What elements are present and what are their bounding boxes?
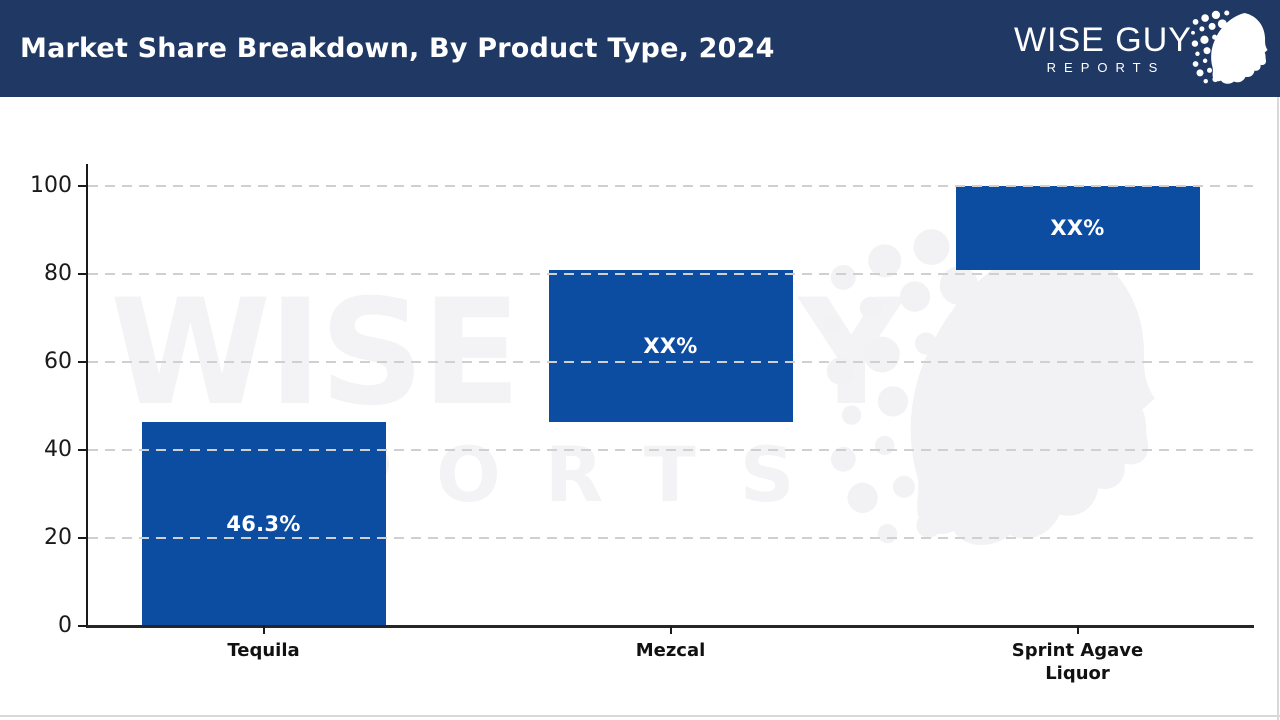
- logo-reports-label: REPORTS: [1046, 60, 1166, 75]
- page-title: Market Share Breakdown, By Product Type,…: [20, 33, 775, 64]
- gridline-40: [88, 449, 1253, 451]
- x-axis-category-label: Mezcal: [635, 640, 706, 661]
- y-tick-80: [78, 273, 87, 275]
- y-tick-100: [78, 185, 87, 187]
- gridline-80: [88, 273, 1253, 275]
- gridline-20: [88, 537, 1253, 539]
- x-tick-2: [669, 626, 672, 634]
- plot-area: 46.3% XX% XX% 0 20 40 60 80 100 Tequila Mezcal Spri…: [0, 97, 1280, 720]
- y-axis-tick-label-60: 60: [44, 349, 72, 374]
- y-axis-tick-label-80: 80: [44, 261, 72, 286]
- logo-text: WISE GUY REPORTS: [1014, 23, 1192, 75]
- y-tick-60: [78, 361, 87, 363]
- gridline-60: [88, 361, 1253, 363]
- bar-sprint-agave-liquor[interactable]: XX%: [955, 186, 1200, 270]
- bar-tequila[interactable]: 46.3%: [141, 422, 386, 626]
- y-tick-0: [78, 625, 87, 627]
- y-axis-tick-label-20: 20: [44, 525, 72, 550]
- y-axis-tick-label-0: 0: [58, 613, 72, 638]
- gridline-100: [88, 185, 1253, 187]
- y-axis-line: [86, 164, 88, 626]
- y-axis-tick-label-40: 40: [44, 437, 72, 462]
- wise-guy-reports-logo: WISE GUY REPORTS: [1014, 4, 1272, 94]
- x-tick-1: [262, 626, 265, 634]
- x-tick-3: [1076, 626, 1079, 634]
- bar-mezcal[interactable]: XX%: [548, 269, 793, 423]
- y-tick-20: [78, 537, 87, 539]
- bar-value-label: 46.3%: [226, 512, 301, 537]
- x-axis-category-label: Tequila: [227, 640, 300, 661]
- bar-value-label: XX%: [643, 333, 698, 358]
- logo-dotted-head-icon: [1186, 9, 1272, 89]
- y-axis-tick-label-100: 100: [30, 173, 72, 198]
- y-tick-40: [78, 449, 87, 451]
- logo-wiseguy-label: WISE GUY: [1013, 21, 1192, 59]
- frame-bottom-line: [0, 715, 1280, 717]
- x-axis-category-label: Sprint Agave Liquor: [1011, 640, 1144, 684]
- bar-value-label: XX%: [1050, 215, 1105, 240]
- header: Market Share Breakdown, By Product Type,…: [0, 0, 1280, 97]
- frame-right-line: [1277, 97, 1279, 720]
